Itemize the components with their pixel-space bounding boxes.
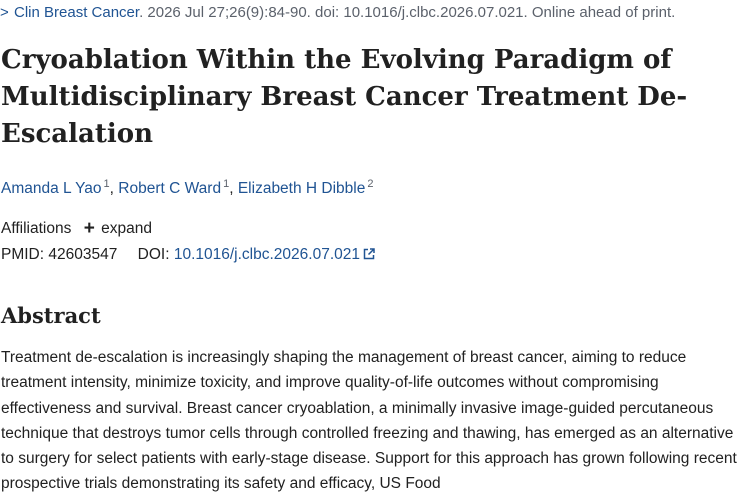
expand-label: expand — [101, 220, 152, 237]
affiliations-expand-button[interactable]: + expand — [83, 218, 152, 239]
journal-link[interactable]: Clin Breast Cancer — [14, 4, 140, 21]
abstract-text: Treatment de-escalation is increasingly … — [1, 349, 737, 493]
affiliations-label: Affiliations — [1, 220, 72, 237]
pmid-label: PMID: — [1, 246, 45, 263]
plus-icon: + — [83, 218, 95, 239]
author-separator: , — [109, 180, 119, 197]
author-separator: , — [229, 180, 238, 197]
doi-label: DOI: — [137, 246, 170, 263]
chevron-right-icon[interactable]: > — [0, 4, 9, 21]
article-title: Cryoablation Within the Evolving Paradig… — [1, 45, 688, 149]
author-link-2[interactable]: Robert C Ward — [118, 180, 222, 197]
identifiers-row: PMID: 42603547 DOI: 10.1016/j.clbc.2026.… — [1, 246, 375, 265]
doi-value[interactable]: 10.1016/j.clbc.2026.07.021 — [173, 246, 360, 263]
author-affiliation-ref-2[interactable]: 1 — [223, 178, 230, 190]
author-link-3[interactable]: Elizabeth H Dibble — [237, 180, 366, 197]
pmid-value: 42603547 — [48, 246, 118, 263]
affiliations-row: Affiliations + expand — [1, 217, 152, 239]
citation-line: > Clin Breast Cancer. 2026 Jul 27;26(9):8… — [0, 4, 675, 21]
author-affiliation-ref-3[interactable]: 2 — [367, 178, 374, 190]
external-link-icon — [363, 247, 375, 265]
author-link-1[interactable]: Amanda L Yao — [1, 180, 102, 197]
author-list: Amanda L Yao 1, Robert C Ward 1, Elizabeth… — [1, 178, 373, 198]
citation-details: . 2026 Jul 27;26(9):84-90. doi: 10.1016/… — [139, 4, 676, 21]
abstract-heading: Abstract — [1, 303, 101, 328]
author-affiliation-ref-1[interactable]: 1 — [103, 178, 110, 190]
doi-link[interactable]: 10.1016/j.clbc.2026.07.021 — [174, 246, 375, 263]
